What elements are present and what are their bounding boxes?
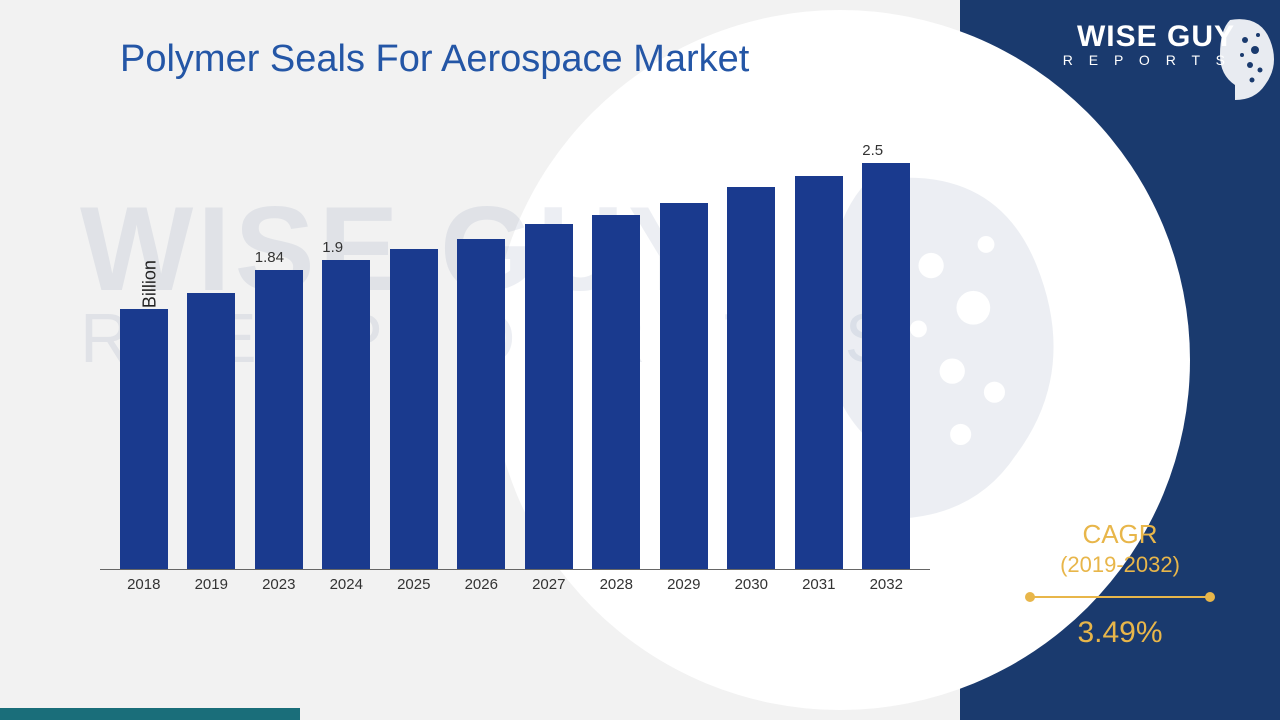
bar: 1.9 (322, 260, 370, 569)
bar-slot (515, 130, 583, 569)
bar (457, 239, 505, 569)
x-tick-label: 2025 (380, 576, 448, 610)
chart-title: Polymer Seals For Aerospace Market (120, 38, 749, 81)
x-tick-label: 2032 (853, 576, 921, 610)
bar-slot: 2.5 (853, 130, 921, 569)
bar-slot (785, 130, 853, 569)
cagr-years: (2019-2032) (1020, 552, 1220, 578)
bar-slot (718, 130, 786, 569)
bar (187, 293, 235, 569)
bar (795, 176, 843, 569)
cagr-block: CAGR (2019-2032) 3.49% (1020, 519, 1220, 650)
x-tick-label: 2026 (448, 576, 516, 610)
bar-slot (110, 130, 178, 569)
x-tick-label: 2030 (718, 576, 786, 610)
bar-slot: 1.9 (313, 130, 381, 569)
bar (592, 215, 640, 569)
x-tick-label: 2027 (515, 576, 583, 610)
bar (660, 203, 708, 569)
bar: 2.5 (862, 163, 910, 569)
bar-slot (178, 130, 246, 569)
bar-slot: 1.84 (245, 130, 313, 569)
cagr-divider (1030, 596, 1210, 598)
x-tick-label: 2019 (178, 576, 246, 610)
bar-slot (448, 130, 516, 569)
bar (525, 224, 573, 569)
bar-slot (650, 130, 718, 569)
bar (727, 187, 775, 569)
bars-container: 1.84 1.9 2.5 (100, 130, 930, 569)
brand-logo: WISE GUY R E P O R T S (1063, 20, 1235, 68)
bar (390, 249, 438, 569)
x-tick-label: 2023 (245, 576, 313, 610)
chart-area: Market Value in USD Billion 1.841.92.5 2… (60, 130, 930, 610)
bar: 1.84 (255, 270, 303, 569)
x-tick-label: 2018 (110, 576, 178, 610)
x-axis: 2018201920232024202520262027202820292030… (100, 570, 930, 610)
x-tick-label: 2028 (583, 576, 651, 610)
bar-slot (380, 130, 448, 569)
bar-value-label: 2.5 (862, 142, 883, 159)
bar-value-label: 1.9 (322, 239, 343, 256)
cagr-value: 3.49% (1020, 616, 1220, 650)
bar-slot (583, 130, 651, 569)
plot-region: 1.84 1.9 2.5 (100, 130, 930, 570)
bar-value-label: 1.84 (255, 249, 284, 266)
cagr-title: CAGR (1020, 519, 1220, 550)
x-tick-label: 2024 (313, 576, 381, 610)
bottom-accent-bar (0, 708, 300, 720)
bar (120, 309, 168, 569)
x-tick-label: 2031 (785, 576, 853, 610)
x-tick-label: 2029 (650, 576, 718, 610)
logo-head-icon (1200, 15, 1280, 105)
